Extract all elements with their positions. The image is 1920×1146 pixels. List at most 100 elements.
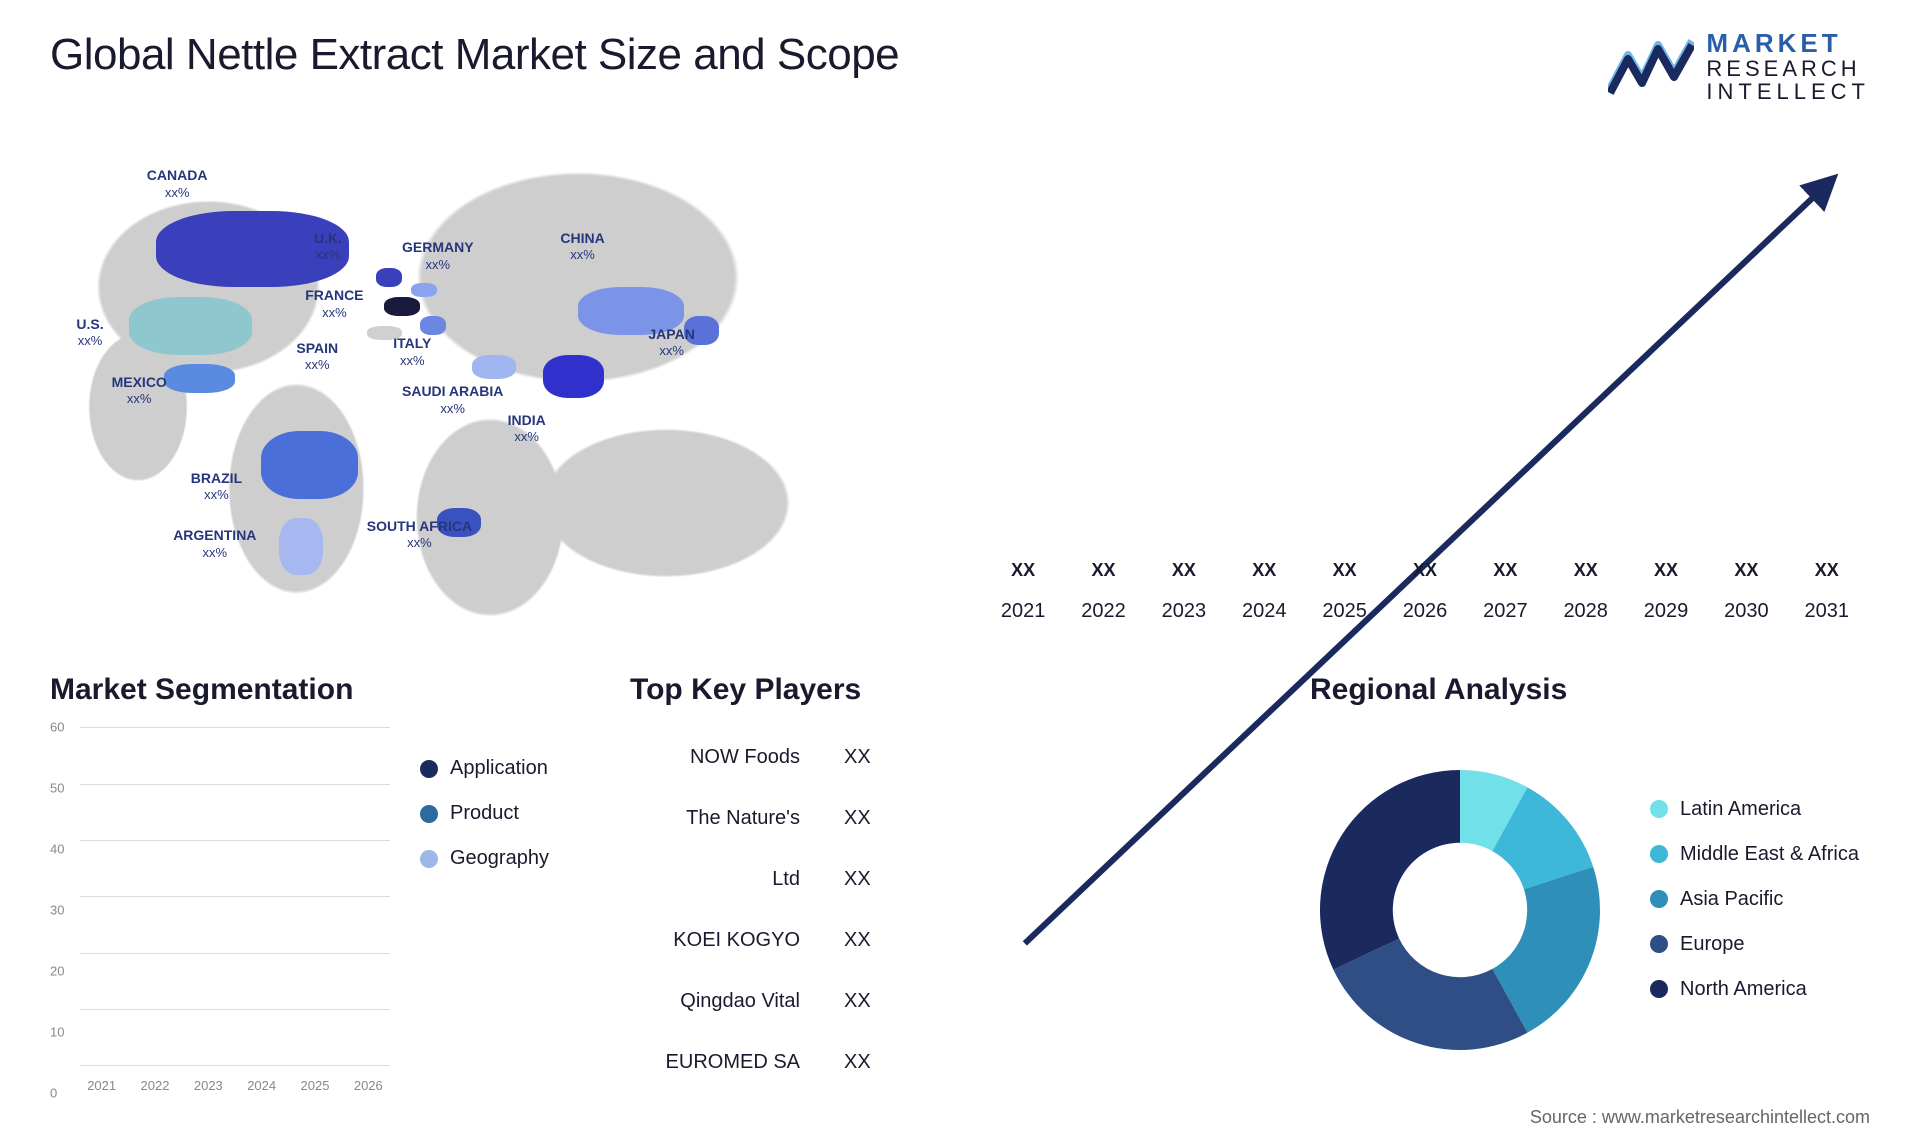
country-label: U.K.xx%: [314, 230, 342, 263]
seg-y-tick: 10: [50, 1025, 64, 1040]
country-label: CHINAxx%: [560, 230, 604, 263]
country-highlight: [420, 316, 446, 335]
forecast-value-label: XX: [1574, 560, 1598, 581]
forecast-value-label: XX: [1654, 560, 1678, 581]
forecast-value-label: XX: [1092, 560, 1116, 581]
players-labels: NOW FoodsThe Nature'sLtdKOEI KOGYOQingda…: [630, 727, 810, 1093]
player-value-label: XX: [844, 746, 871, 769]
forecast-value-label: XX: [1333, 560, 1357, 581]
player-name: KOEI KOGYO: [630, 929, 810, 952]
forecast-year-label: 2024: [1231, 600, 1297, 623]
player-name: The Nature's: [630, 807, 810, 830]
country-label: U.S.xx%: [76, 316, 103, 349]
country-highlight: [261, 431, 358, 498]
country-label: CANADAxx%: [147, 167, 208, 200]
country-label: SAUDI ARABIAxx%: [402, 383, 503, 416]
player-name: EUROMED SA: [630, 1051, 810, 1074]
forecast-column: XX: [1392, 560, 1458, 587]
country-label: GERMANYxx%: [402, 239, 474, 272]
seg-y-tick: 40: [50, 842, 64, 857]
regional-legend-item: North America: [1650, 978, 1870, 1001]
country-highlight: [164, 364, 234, 393]
player-value-label: XX: [844, 929, 871, 952]
country-label: SOUTH AFRICAxx%: [367, 518, 472, 551]
forecast-column: XX: [1794, 560, 1860, 587]
forecast-year-label: 2026: [1392, 600, 1458, 623]
seg-year-label: 2024: [240, 1078, 283, 1093]
regional-legend-label: Middle East & Africa: [1680, 843, 1859, 866]
logo-text-3: INTELLECT: [1706, 80, 1870, 103]
player-bar-row: XX: [830, 923, 871, 960]
seg-year-label: 2023: [187, 1078, 230, 1093]
player-value-label: XX: [844, 1051, 871, 1074]
forecast-column: XX: [1472, 560, 1538, 587]
player-value-label: XX: [844, 990, 871, 1013]
country-highlight: [384, 297, 419, 316]
forecast-year-label: 2021: [990, 600, 1056, 623]
player-name: NOW Foods: [630, 746, 810, 769]
segmentation-title: Market Segmentation: [50, 673, 590, 707]
forecast-value-label: XX: [1252, 560, 1276, 581]
page-title: Global Nettle Extract Market Size and Sc…: [50, 30, 899, 80]
forecast-year-label: 2027: [1472, 600, 1538, 623]
seg-legend-item: Application: [420, 757, 590, 780]
regional-legend-item: Asia Pacific: [1650, 888, 1870, 911]
seg-legend-label: Product: [450, 802, 519, 825]
forecast-value-label: XX: [1734, 560, 1758, 581]
segmentation-legend: Application Product Geography: [420, 727, 590, 1093]
seg-legend-label: Geography: [450, 847, 549, 870]
seg-y-tick: 0: [50, 1086, 57, 1101]
country-label: ITALYxx%: [393, 335, 431, 368]
player-value-label: XX: [844, 807, 871, 830]
forecast-column: XX: [1553, 560, 1619, 587]
country-label: JAPANxx%: [648, 326, 694, 359]
country-highlight: [411, 283, 437, 297]
regional-legend-item: Latin America: [1650, 798, 1870, 821]
seg-legend-item: Product: [420, 802, 590, 825]
seg-y-tick: 30: [50, 903, 64, 918]
player-bar-row: XX: [830, 984, 871, 1021]
seg-y-tick: 60: [50, 720, 64, 735]
country-label: FRANCExx%: [305, 287, 363, 320]
source-attribution: Source : www.marketresearchintellect.com: [1530, 1107, 1870, 1128]
seg-year-label: 2026: [347, 1078, 390, 1093]
logo-text-2: RESEARCH: [1706, 57, 1870, 80]
regional-legend-item: Middle East & Africa: [1650, 843, 1870, 866]
segmentation-chart: 202120222023202420252026 0102030405060: [50, 727, 390, 1093]
regional-title: Regional Analysis: [1310, 673, 1870, 707]
seg-year-label: 2025: [293, 1078, 336, 1093]
country-label: BRAZILxx%: [191, 470, 242, 503]
country-label: MEXICOxx%: [112, 374, 167, 407]
forecast-year-label: 2022: [1070, 600, 1136, 623]
forecast-value-label: XX: [1172, 560, 1196, 581]
country-highlight: [472, 355, 516, 379]
country-highlight: [279, 518, 323, 576]
seg-y-tick: 50: [50, 781, 64, 796]
forecast-column: XX: [990, 560, 1056, 587]
seg-y-tick: 20: [50, 964, 64, 979]
country-highlight: [129, 297, 252, 355]
regional-legend: Latin America Middle East & Africa Asia Pa…: [1650, 798, 1870, 1023]
forecast-year-label: 2025: [1311, 600, 1377, 623]
country-label: INDIAxx%: [508, 412, 546, 445]
donut-slice: [1320, 770, 1460, 970]
regional-legend-item: Europe: [1650, 933, 1870, 956]
forecast-column: XX: [1070, 560, 1136, 587]
player-bar-row: XX: [830, 1045, 871, 1082]
player-value-label: XX: [844, 868, 871, 891]
forecast-column: XX: [1231, 560, 1297, 587]
seg-legend-label: Application: [450, 757, 548, 780]
players-chart: XX XX XX XX XX XX: [830, 727, 1270, 1093]
seg-year-label: 2022: [133, 1078, 176, 1093]
logo-text-1: MARKET: [1706, 30, 1870, 57]
forecast-value-label: XX: [1011, 560, 1035, 581]
player-bar-row: XX: [830, 801, 871, 838]
world-map: CANADAxx%U.S.xx%MEXICOxx%BRAZILxx%ARGENT…: [50, 143, 930, 623]
country-highlight: [376, 268, 402, 287]
player-bar-row: XX: [830, 740, 871, 777]
forecast-year-label: 2031: [1794, 600, 1860, 623]
forecast-value-label: XX: [1413, 560, 1437, 581]
regional-donut: [1310, 760, 1610, 1060]
player-name: Qingdao Vital: [630, 990, 810, 1013]
regional-legend-label: North America: [1680, 978, 1807, 1001]
